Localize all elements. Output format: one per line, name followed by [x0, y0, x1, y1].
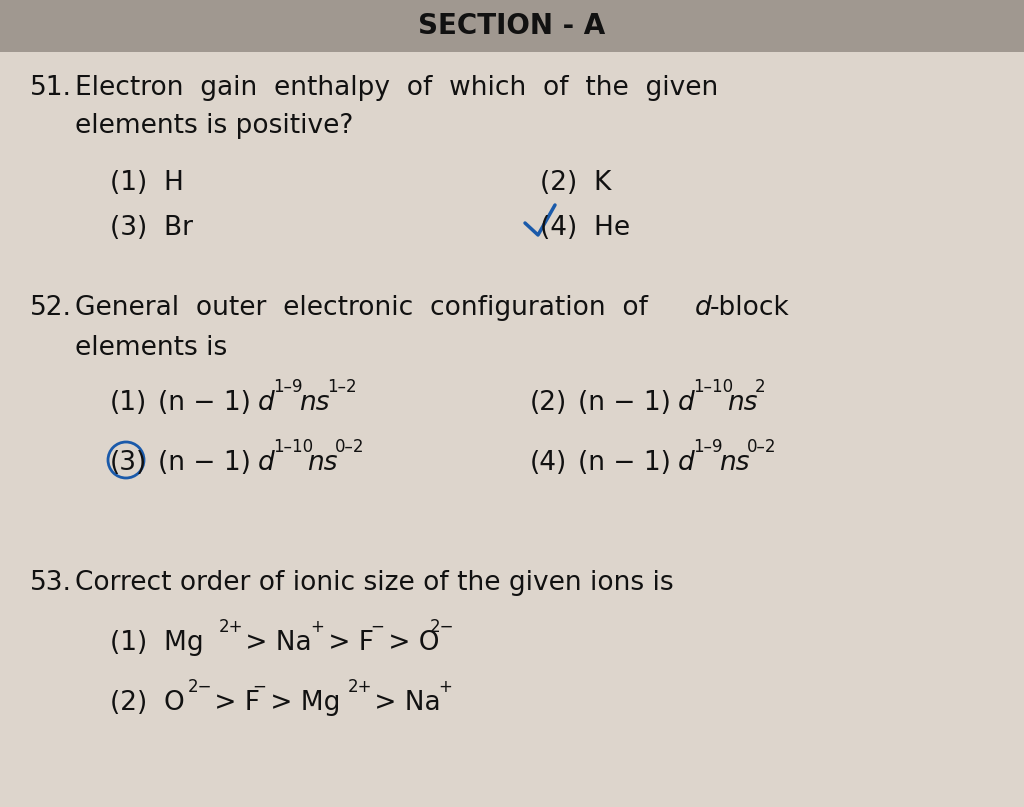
Text: 1–9: 1–9	[693, 438, 723, 456]
Text: (n − 1): (n − 1)	[578, 450, 671, 476]
Text: d: d	[695, 295, 712, 321]
Text: (1): (1)	[110, 390, 147, 416]
Text: −: −	[370, 618, 384, 636]
Text: ns: ns	[307, 450, 338, 476]
Text: −: −	[252, 678, 266, 696]
Text: 51.: 51.	[30, 75, 72, 101]
Text: 52.: 52.	[30, 295, 72, 321]
Text: d: d	[258, 450, 274, 476]
Text: 2+: 2+	[219, 618, 244, 636]
Text: > F: > F	[319, 630, 374, 656]
Text: elements is positive?: elements is positive?	[75, 113, 353, 139]
Text: (2)  K: (2) K	[540, 170, 611, 196]
Text: > Na: > Na	[366, 690, 440, 716]
Text: d: d	[678, 390, 694, 416]
Text: (n − 1): (n − 1)	[158, 450, 251, 476]
Text: 1–9: 1–9	[273, 378, 302, 396]
Text: 1–10: 1–10	[693, 378, 733, 396]
Text: > O: > O	[380, 630, 439, 656]
Text: > F: > F	[206, 690, 260, 716]
Text: Correct order of ionic size of the given ions is: Correct order of ionic size of the given…	[75, 570, 674, 596]
Text: 53.: 53.	[30, 570, 72, 596]
Text: (n − 1): (n − 1)	[578, 390, 671, 416]
Text: (3)  Br: (3) Br	[110, 215, 193, 241]
Text: 0–2: 0–2	[746, 438, 776, 456]
Text: d: d	[678, 450, 694, 476]
Text: 2: 2	[755, 378, 766, 396]
Bar	[0, 0, 1024, 52]
Text: (2)  O: (2) O	[110, 690, 184, 716]
Text: +: +	[438, 678, 452, 696]
Text: d: d	[258, 390, 274, 416]
Text: -block: -block	[710, 295, 790, 321]
Text: 0–2: 0–2	[335, 438, 365, 456]
Text: 1–2: 1–2	[327, 378, 356, 396]
Text: Electron  gain  enthalpy  of  which  of  the  given: Electron gain enthalpy of which of the g…	[75, 75, 718, 101]
Text: ns: ns	[719, 450, 750, 476]
Text: 2−: 2−	[430, 618, 455, 636]
Text: 2−: 2−	[188, 678, 213, 696]
Text: > Mg: > Mg	[262, 690, 340, 716]
Text: (4): (4)	[530, 450, 567, 476]
Text: 2+: 2+	[348, 678, 373, 696]
Text: SECTION - A: SECTION - A	[419, 12, 605, 40]
Text: (n − 1): (n − 1)	[158, 390, 251, 416]
Text: elements is: elements is	[75, 335, 227, 361]
Text: (1)  Mg: (1) Mg	[110, 630, 204, 656]
Text: > Na: > Na	[237, 630, 311, 656]
Text: (3): (3)	[110, 450, 147, 476]
Text: (1)  H: (1) H	[110, 170, 184, 196]
Text: ns: ns	[727, 390, 758, 416]
Text: ns: ns	[299, 390, 330, 416]
Text: +: +	[310, 618, 324, 636]
Text: (4)  He: (4) He	[540, 215, 630, 241]
Text: General  outer  electronic  configuration  of: General outer electronic configuration o…	[75, 295, 665, 321]
Text: 1–10: 1–10	[273, 438, 313, 456]
Text: (2): (2)	[530, 390, 567, 416]
